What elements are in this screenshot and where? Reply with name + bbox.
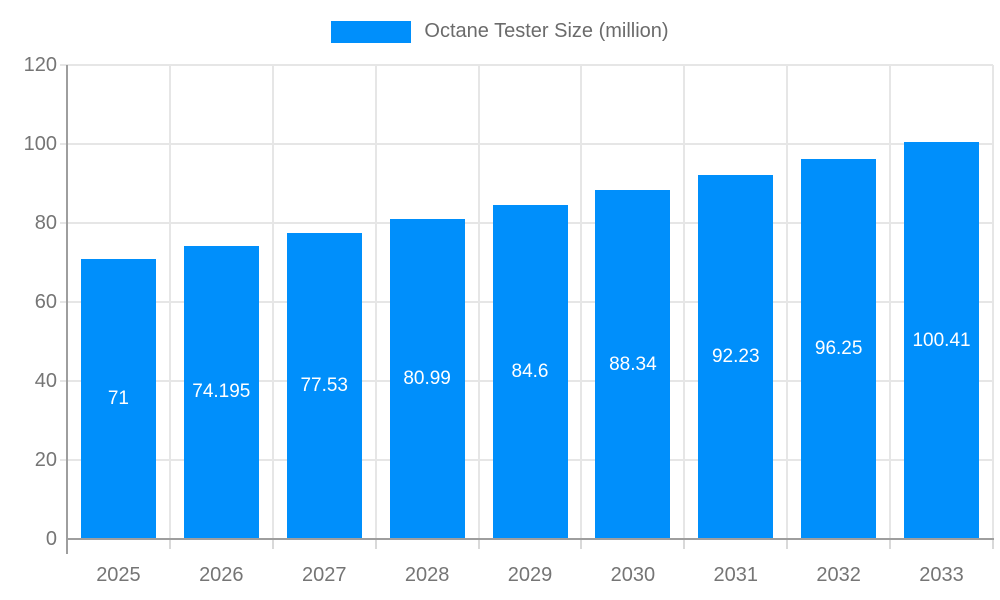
h-gridline (60, 143, 993, 145)
x-axis-tick (271, 539, 274, 549)
x-tick-label: 2031 (713, 564, 759, 586)
v-gridline (683, 65, 686, 539)
bar-2025[interactable]: 71 (80, 258, 156, 539)
x-axis-tick (992, 539, 994, 549)
bar-value-label: 71 (107, 387, 129, 409)
bar-value-label: 80.99 (403, 368, 451, 390)
plot-area: 71 74.195 77.53 80.99 84.6 88.34 92.23 96.25 100… (60, 64, 994, 549)
legend-label: Octane Tester Size (million) (424, 20, 669, 42)
x-tick-label: 2030 (610, 564, 656, 586)
x-axis-labels: 2025 2026 2027 2028 2029 2030 2031 2032 2033 (67, 560, 993, 590)
bar-value-label: 88.34 (609, 353, 657, 375)
x-tick-label: 2027 (301, 564, 347, 586)
x-axis-tick (580, 539, 583, 549)
v-gridline (271, 65, 274, 539)
v-gridline (786, 65, 789, 539)
y-tick-label: 120 (23, 54, 57, 76)
y-tick-label: 0 (45, 528, 57, 550)
x-tick-label: 2025 (96, 564, 141, 586)
x-tick-label: 2026 (199, 564, 244, 586)
y-tick-label: 80 (34, 212, 57, 234)
bar-2033[interactable]: 100.41 (904, 142, 980, 539)
bar-2029[interactable]: 84.6 (492, 204, 568, 539)
v-gridline (889, 65, 892, 539)
bar-2030[interactable]: 88.34 (595, 190, 671, 539)
v-gridline (580, 65, 583, 539)
x-axis-tick (683, 539, 686, 549)
x-axis-tick (477, 539, 480, 549)
v-gridline (992, 65, 994, 539)
y-tick-label: 60 (34, 291, 57, 313)
x-tick-label: 2029 (507, 564, 553, 586)
bar-2027[interactable]: 77.53 (286, 232, 362, 539)
bar-value-label: 77.53 (300, 374, 348, 396)
y-tick-label: 20 (34, 449, 57, 471)
x-axis-tick (374, 539, 377, 549)
v-gridline (168, 65, 171, 539)
h-gridline (60, 64, 993, 66)
x-axis-tick (889, 539, 892, 549)
bar-value-label: 96.25 (814, 337, 863, 359)
bar-2032[interactable]: 96.25 (801, 158, 877, 539)
y-tick-label: 40 (34, 370, 57, 392)
x-tick-label: 2028 (404, 564, 450, 586)
bar-value-label: 92.23 (711, 345, 760, 367)
bar-2028[interactable]: 80.99 (389, 219, 465, 539)
bar-value-label: 74.195 (192, 381, 251, 403)
bar-value-label: 100.41 (912, 329, 971, 351)
legend-swatch (331, 20, 412, 43)
x-tick-label: 2033 (919, 564, 964, 586)
x-axis-tick (786, 539, 789, 549)
bar-2031[interactable]: 92.23 (698, 174, 774, 539)
x-tick-label: 2032 (816, 564, 861, 586)
y-tick-label: 100 (23, 133, 57, 155)
bar-value-label: 84.6 (511, 360, 549, 382)
x-axis-tick (168, 539, 171, 549)
bar-2026[interactable]: 74.195 (183, 245, 259, 539)
x-axis-line (66, 538, 994, 540)
y-axis-labels: 0 20 40 60 80 100 120 (0, 54, 57, 550)
v-gridline (374, 65, 377, 539)
v-gridline (477, 65, 480, 539)
legend[interactable]: Octane Tester Size (million) (0, 20, 1000, 43)
y-axis-line (66, 65, 68, 554)
